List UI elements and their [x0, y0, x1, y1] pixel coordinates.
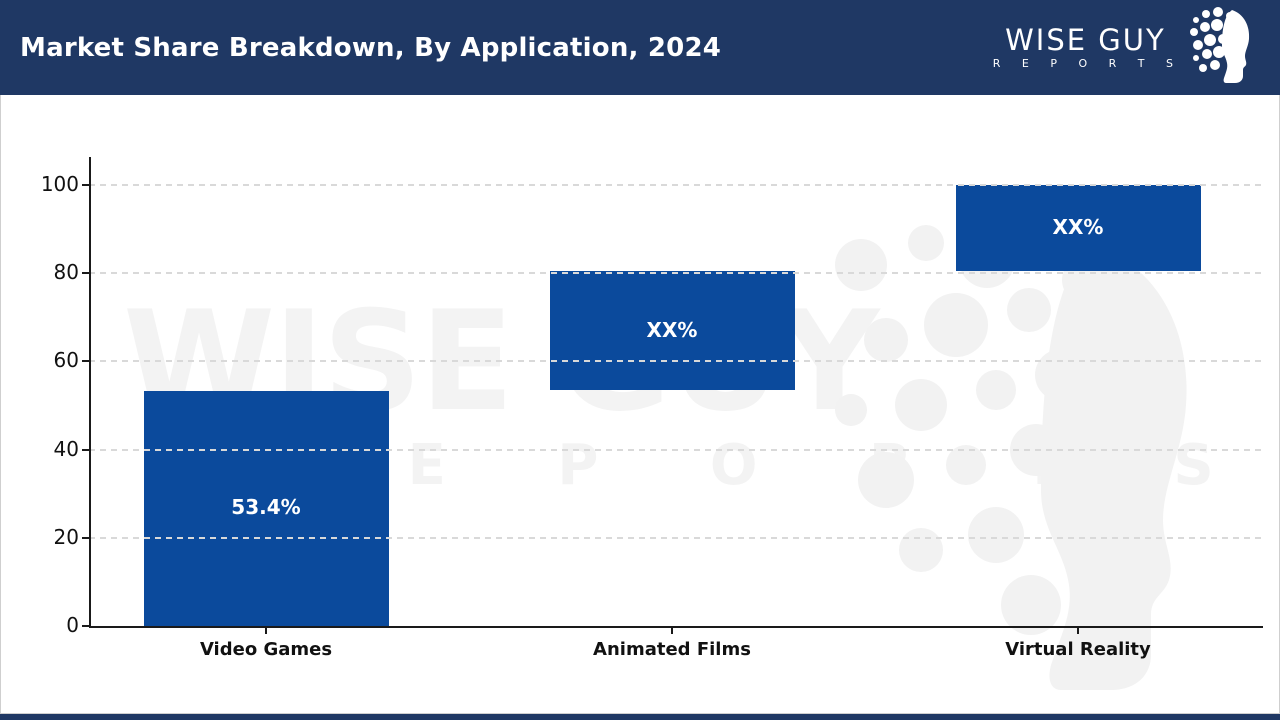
y-tick-label-80: 80	[53, 260, 79, 285]
bar-video-games	[143, 390, 389, 626]
x-axis-label-video-games: Video Games	[199, 639, 333, 660]
bar-animated-films	[549, 270, 795, 391]
logo-wordmark: WISE GUY	[1005, 23, 1166, 58]
gridline-20	[89, 536, 1263, 539]
gridline-100	[89, 184, 1263, 186]
bar-virtual-reality	[955, 185, 1201, 271]
logo-subtitle: R E P O R T S	[992, 56, 1182, 70]
x-tick-video-games	[265, 628, 267, 634]
gridline-80	[89, 272, 1263, 275]
y-tick-60	[82, 360, 89, 363]
wiseguy-logo-text: WISE GUY R E P O R T S	[989, 23, 1182, 70]
gridline-60	[89, 360, 1263, 363]
y-tick-label-40: 40	[53, 436, 79, 461]
y-tick-label-100: 100	[40, 172, 79, 196]
x-axis-label-virtual-reality: Virtual Reality	[1005, 639, 1151, 660]
y-tick-100	[82, 184, 89, 186]
y-tick-label-60: 60	[53, 348, 79, 373]
wiseguy-face-icon	[1188, 6, 1252, 90]
y-tick-40	[82, 448, 89, 451]
y-tick-80	[82, 272, 89, 275]
x-tick-animated-films	[671, 628, 673, 634]
y-tick-0	[82, 625, 89, 627]
y-tick-label-20: 20	[53, 524, 79, 549]
y-axis-line	[89, 157, 91, 628]
chart-panel: WISE GUY R E P O R T S 53.4% XX% XX% 0 20 40…	[0, 95, 1280, 714]
footer-bar	[0, 714, 1280, 720]
wiseguy-logo: WISE GUY R E P O R T S	[989, 6, 1252, 90]
bar-label-virtual-reality: XX%	[1052, 214, 1104, 239]
chart-title: Market Share Breakdown, By Application, …	[20, 32, 722, 63]
x-axis-line	[89, 626, 1263, 628]
gridline-40	[89, 448, 1263, 451]
y-tick-label-0: 0	[66, 613, 79, 637]
y-tick-20	[82, 536, 89, 539]
watermark-face-icon	[791, 205, 1211, 709]
bar-label-video-games: 53.4%	[231, 495, 301, 520]
header-bar: Market Share Breakdown, By Application, …	[0, 0, 1280, 95]
x-tick-virtual-reality	[1077, 628, 1079, 634]
x-axis-label-animated-films: Animated Films	[593, 639, 751, 660]
bar-label-animated-films: XX%	[646, 317, 698, 342]
